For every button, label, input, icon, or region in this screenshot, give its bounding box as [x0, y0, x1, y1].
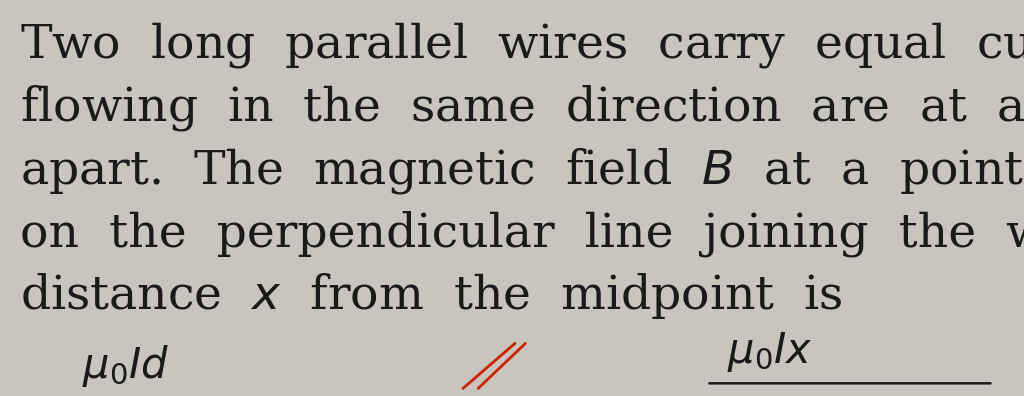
Text: apart.  The  magnetic  field  $B$  at  a  point  lying: apart. The magnetic field $B$ at a point…: [20, 146, 1024, 196]
Text: $\mu_0 Ix$: $\mu_0 Ix$: [727, 330, 813, 374]
Text: distance  $x$  from  the  midpoint  is: distance $x$ from the midpoint is: [20, 271, 844, 321]
Text: on  the  perpendicular  line  joining  the  wires  and  at  a: on the perpendicular line joining the wi…: [20, 210, 1024, 257]
Text: Two  long  parallel  wires  carry  equal  current  $I$: Two long parallel wires carry equal curr…: [20, 20, 1024, 70]
Text: $\mu_0 Id$: $\mu_0 Id$: [82, 343, 170, 389]
Text: flowing  in  the  same  direction  are  at  a  distance  $2d$: flowing in the same direction are at a d…: [20, 83, 1024, 133]
